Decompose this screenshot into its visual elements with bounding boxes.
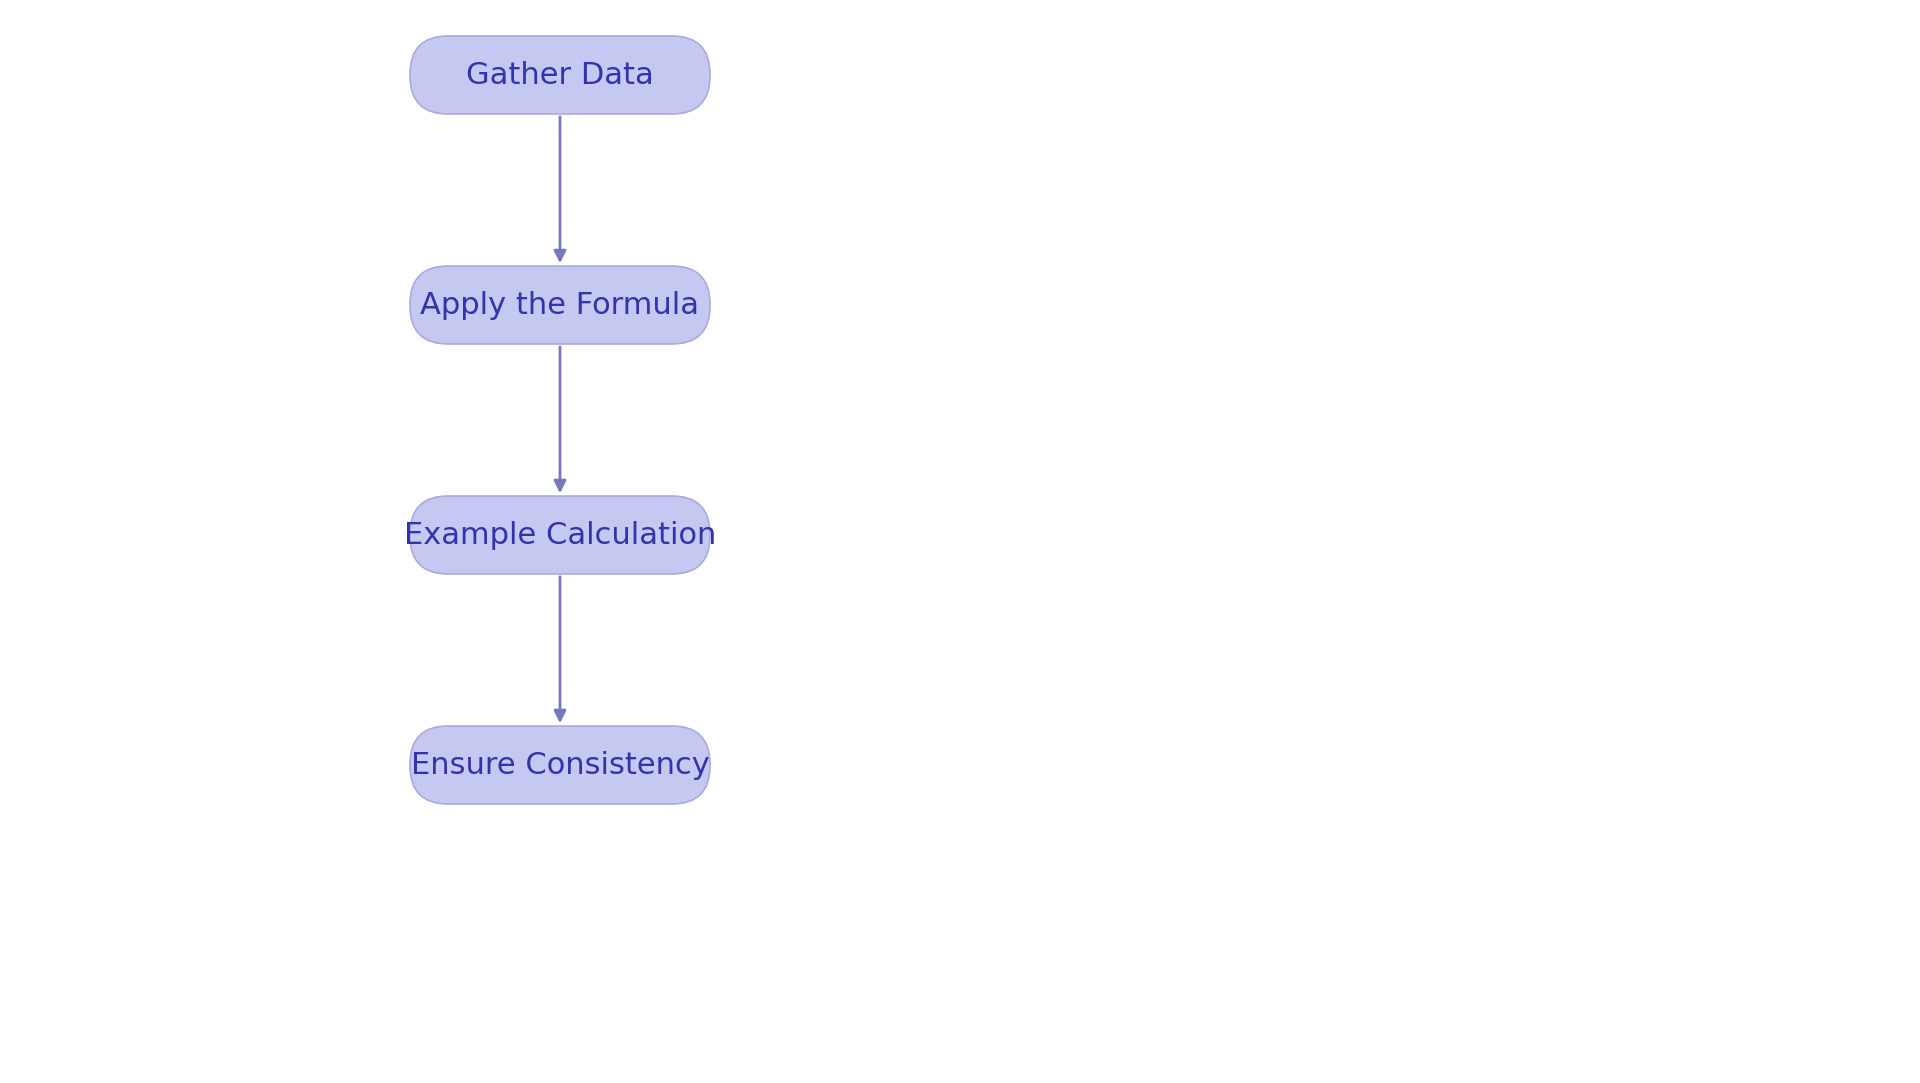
Text: Gather Data: Gather Data xyxy=(467,61,655,90)
Text: Ensure Consistency: Ensure Consistency xyxy=(411,751,708,780)
FancyBboxPatch shape xyxy=(411,36,710,114)
FancyBboxPatch shape xyxy=(411,496,710,574)
Text: Example Calculation: Example Calculation xyxy=(403,521,716,549)
FancyBboxPatch shape xyxy=(411,726,710,804)
FancyBboxPatch shape xyxy=(411,266,710,344)
Text: Apply the Formula: Apply the Formula xyxy=(420,290,699,319)
